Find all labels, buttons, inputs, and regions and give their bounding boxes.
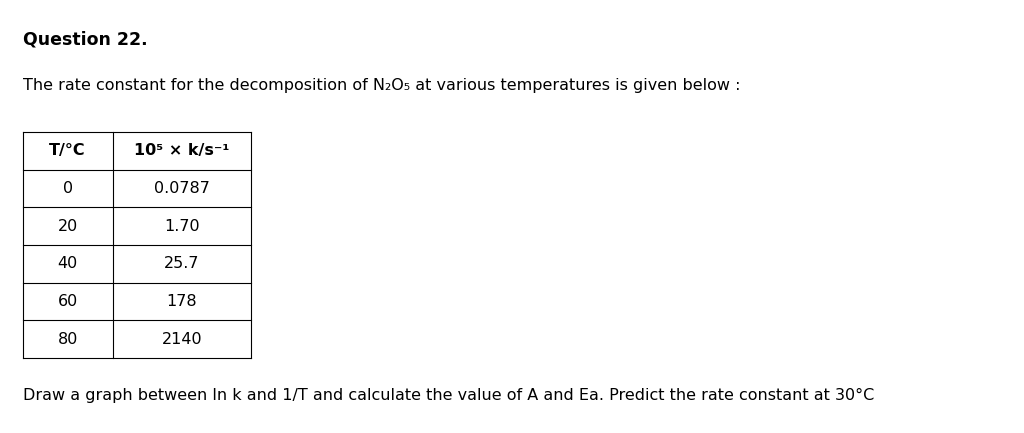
Text: 0: 0 xyxy=(62,181,73,196)
Text: 25.7: 25.7 xyxy=(164,256,200,271)
Text: Draw a graph between ln k and 1/T and calculate the value of A and Ea. Predict t: Draw a graph between ln k and 1/T and ca… xyxy=(23,388,873,404)
Text: 178: 178 xyxy=(167,294,197,309)
Text: The rate constant for the decomposition of N₂O₅ at various temperatures is given: The rate constant for the decomposition … xyxy=(23,78,740,93)
Text: T/°C: T/°C xyxy=(49,143,86,158)
Text: 20: 20 xyxy=(57,219,78,234)
Text: 40: 40 xyxy=(57,256,78,271)
Text: 2140: 2140 xyxy=(162,332,202,347)
Text: 1.70: 1.70 xyxy=(164,219,200,234)
Text: Question 22.: Question 22. xyxy=(23,30,147,48)
Text: 10⁵ × k/s⁻¹: 10⁵ × k/s⁻¹ xyxy=(134,143,229,158)
Text: 80: 80 xyxy=(57,332,78,347)
Text: 60: 60 xyxy=(57,294,78,309)
Text: 0.0787: 0.0787 xyxy=(154,181,210,196)
